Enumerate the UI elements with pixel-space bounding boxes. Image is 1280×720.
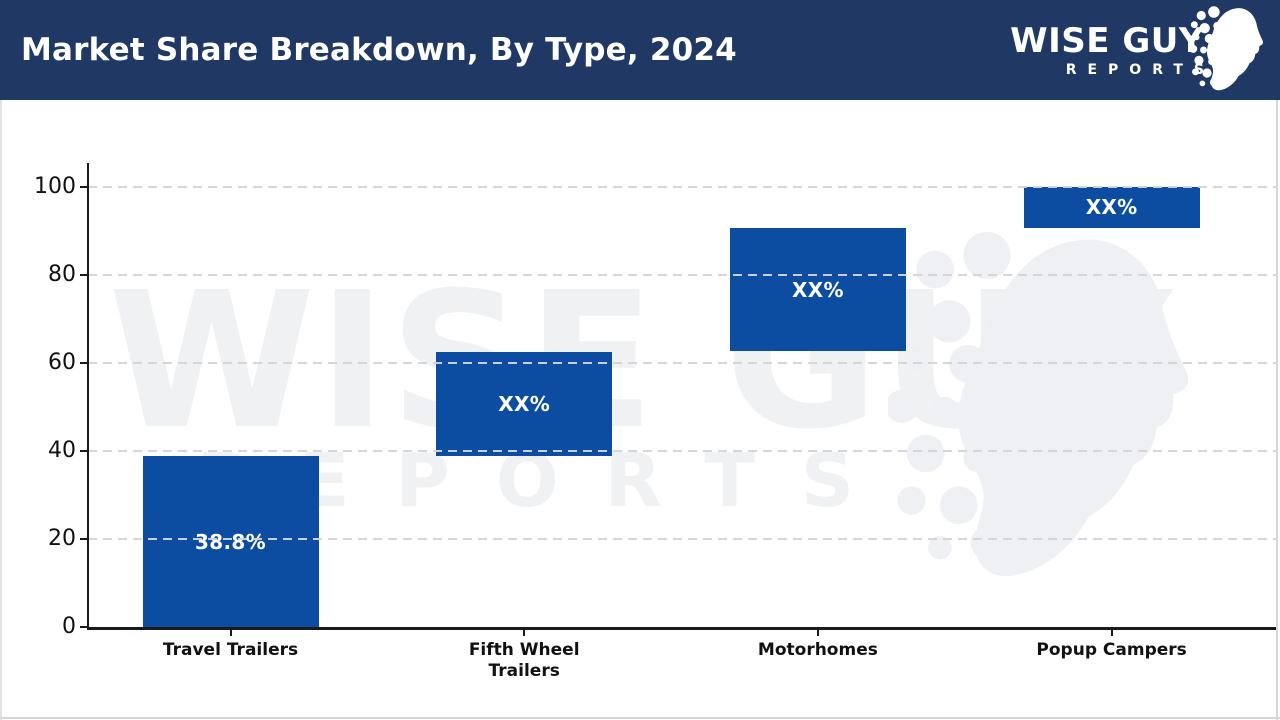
chart-area: WISE GUY REPORTS 38.8% XX% XX% XX% 0 20 40 60 8… [0, 100, 1280, 720]
y-tick-label-80: 80 [48, 262, 76, 287]
bar-value-label: XX% [792, 277, 844, 302]
wiseguy-logo: WISE GUY REPORTS [1010, 4, 1272, 96]
bars-layer: 38.8% XX% XX% XX% [0, 100, 1280, 720]
bar-popup-campers: XX% [1023, 187, 1200, 228]
x-category-label-2: Fifth Wheel Trailers [468, 640, 580, 681]
x-category-label-3: Motorhomes [757, 640, 878, 660]
y-tick-mark-0 [80, 626, 87, 628]
axis-layer: 0 20 40 60 80 100 Travel Trailers Fifth Wheel T… [0, 100, 1280, 720]
x-tick-mark-3 [816, 629, 819, 636]
y-tick-mark-20 [80, 538, 87, 540]
y-tick-label-0: 0 [62, 614, 76, 639]
bar-value-label: XX% [498, 392, 551, 417]
x-tick-mark-1 [229, 629, 232, 636]
bar-value-label: XX% [1085, 195, 1138, 220]
page-title: Market Share Breakdown, By Type, 2024 [21, 32, 737, 68]
bar-motorhomes: XX% [729, 227, 906, 352]
y-axis-line [87, 163, 89, 629]
y-tick-label-60: 60 [48, 350, 76, 375]
y-tick-mark-60 [80, 362, 87, 364]
logo-wordmark-line1: WISE GUY [1010, 20, 1204, 61]
header-bar: Market Share Breakdown, By Type, 2024 WI… [0, 0, 1280, 100]
x-category-label-1: Travel Trailers [162, 640, 299, 660]
y-tick-label-40: 40 [48, 438, 76, 463]
y-tick-mark-40 [80, 450, 87, 452]
x-axis-line [87, 627, 1277, 630]
y-tick-label-20: 20 [48, 526, 76, 551]
logo-wordmark-line2: REPORTS [1065, 61, 1215, 78]
left-border [0, 100, 2, 720]
x-tick-mark-4 [1110, 629, 1113, 636]
y-tick-label-100: 100 [34, 174, 76, 199]
logo-wordmark: WISE GUY REPORTS [1010, 23, 1204, 78]
right-border [1276, 100, 1278, 720]
x-tick-mark-2 [523, 629, 526, 636]
y-tick-mark-80 [80, 274, 87, 276]
y-tick-mark-100 [80, 186, 87, 188]
bar-value-label: 38.8% [195, 529, 266, 554]
bottom-border [0, 717, 1280, 719]
bar-fifth-wheel-trailers: XX% [436, 352, 613, 457]
x-category-label-4: Popup Campers [1036, 640, 1187, 660]
bar-travel-trailers: 38.8% [142, 456, 319, 627]
wiseguy-head-icon [1189, 6, 1263, 91]
